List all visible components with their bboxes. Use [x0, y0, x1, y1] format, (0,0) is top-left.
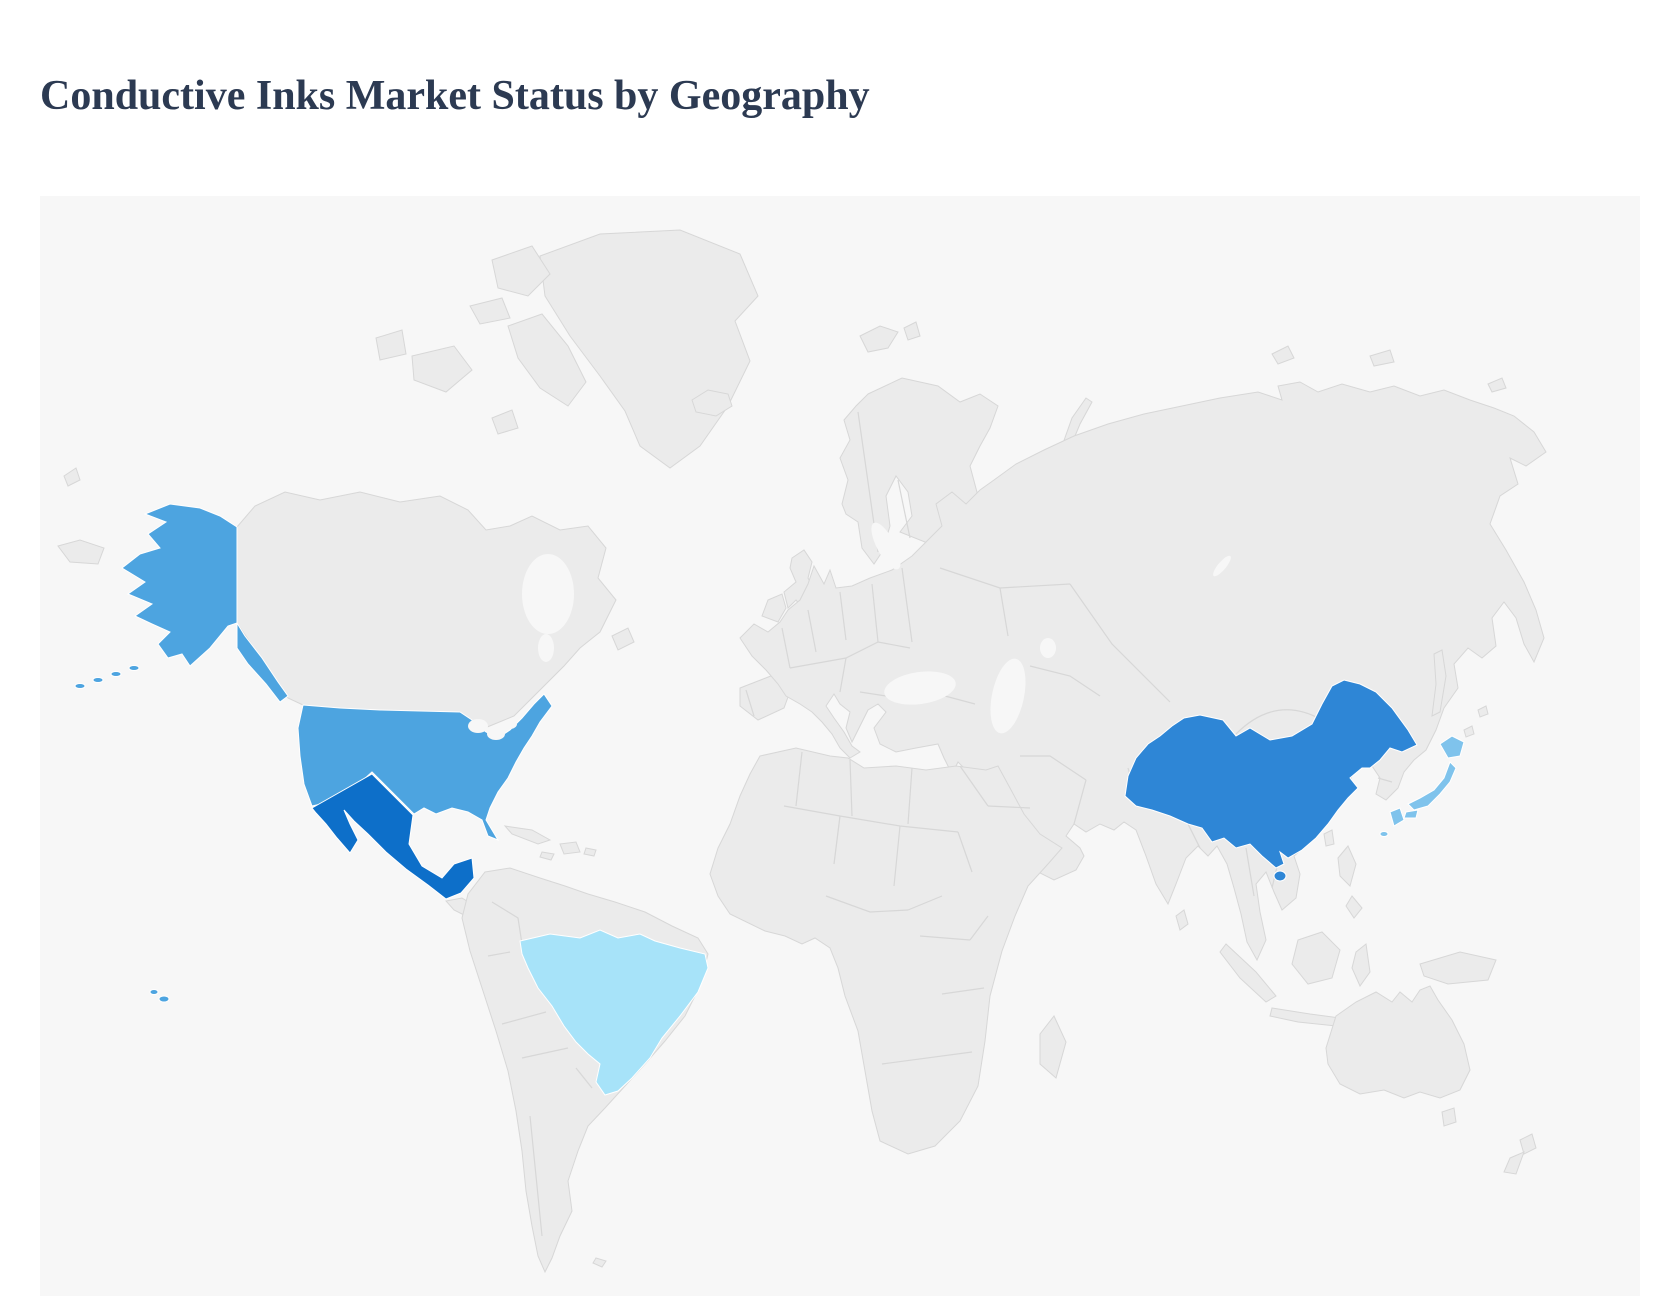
region-sri-lanka [1175, 909, 1189, 931]
region-arctic-island [469, 297, 511, 325]
region-jamaica [539, 851, 555, 861]
aral-sea [1040, 638, 1056, 658]
region-hispaniola [559, 841, 581, 855]
region-sumatra [1219, 943, 1277, 1003]
great-lake [503, 719, 517, 729]
region-new-zealand [1519, 1133, 1537, 1155]
region-svalbard [859, 325, 899, 353]
james-bay [538, 634, 554, 662]
region-chukotka-sliver [57, 539, 105, 565]
country-japan-kyushu [1389, 807, 1405, 827]
black-sea [884, 671, 956, 705]
region-new-guinea [1419, 951, 1497, 985]
baltic-sea [871, 522, 901, 570]
region-sakhalin [1431, 649, 1447, 717]
country-usa-alaska-panhandle [236, 621, 289, 703]
region-newfoundland [611, 627, 635, 651]
country-china [1124, 679, 1418, 882]
country-usa [74, 503, 553, 1003]
region-falklands [592, 1257, 607, 1268]
great-lake [468, 719, 488, 733]
region-taiwan [1323, 829, 1335, 847]
region-arctic-island [411, 345, 473, 393]
region-iceland [691, 389, 733, 417]
country-japan [1379, 735, 1465, 837]
country-mexico [311, 773, 475, 900]
country-japan-island [1379, 831, 1389, 837]
country-usa-aleutians [92, 677, 104, 683]
land-gray [57, 229, 1547, 1274]
world-choropleth-map [40, 196, 1640, 1296]
region-arctic-island [1487, 377, 1507, 393]
country-usa-hawaii [149, 989, 159, 995]
region-arctic-island [375, 329, 407, 361]
country-usa-aleutians [110, 671, 122, 677]
region-borneo [1291, 931, 1341, 985]
country-usa-alaska [121, 503, 238, 667]
country-japan-honshu [1407, 761, 1457, 811]
region-philippines [1345, 895, 1363, 919]
page-title: Conductive Inks Market Status by Geograp… [40, 73, 870, 119]
caspian-sea [990, 658, 1026, 734]
country-usa-aleutians [128, 665, 140, 671]
region-madagascar [1039, 1015, 1067, 1079]
region-new-zealand [1503, 1151, 1525, 1175]
region-australia [1325, 985, 1471, 1099]
great-lake [487, 728, 505, 740]
country-china-mainland [1124, 679, 1418, 869]
world-map-panel [40, 196, 1640, 1296]
country-borders [487, 411, 1393, 1237]
region-kuril [1463, 725, 1475, 738]
region-arctic-island [491, 245, 551, 297]
lake-baikal [1213, 555, 1231, 577]
region-cuba [503, 825, 552, 845]
inland-water [468, 522, 1231, 740]
region-arctic-island [491, 409, 519, 435]
country-brazil [519, 929, 709, 1096]
region-kuril [1477, 705, 1489, 718]
hudson-bay [522, 554, 574, 634]
region-puerto-rico [583, 847, 597, 857]
region-philippines [1337, 845, 1357, 887]
region-svalbard [903, 321, 921, 341]
region-ireland [761, 593, 787, 623]
region-arctic-island [507, 313, 587, 407]
country-japan-shikoku [1403, 809, 1419, 819]
region-arctic-island [1271, 345, 1295, 365]
country-china-hainan [1273, 870, 1287, 882]
country-japan-hokkaido [1439, 735, 1465, 759]
region-sulawesi [1351, 943, 1371, 988]
region-arctic-island [1369, 349, 1395, 367]
region-africa [709, 747, 1063, 1155]
region-arctic-island [63, 467, 81, 487]
country-usa-hawaii [158, 995, 170, 1003]
region-tasmania [1441, 1107, 1457, 1127]
country-usa-aleutians [74, 683, 86, 689]
